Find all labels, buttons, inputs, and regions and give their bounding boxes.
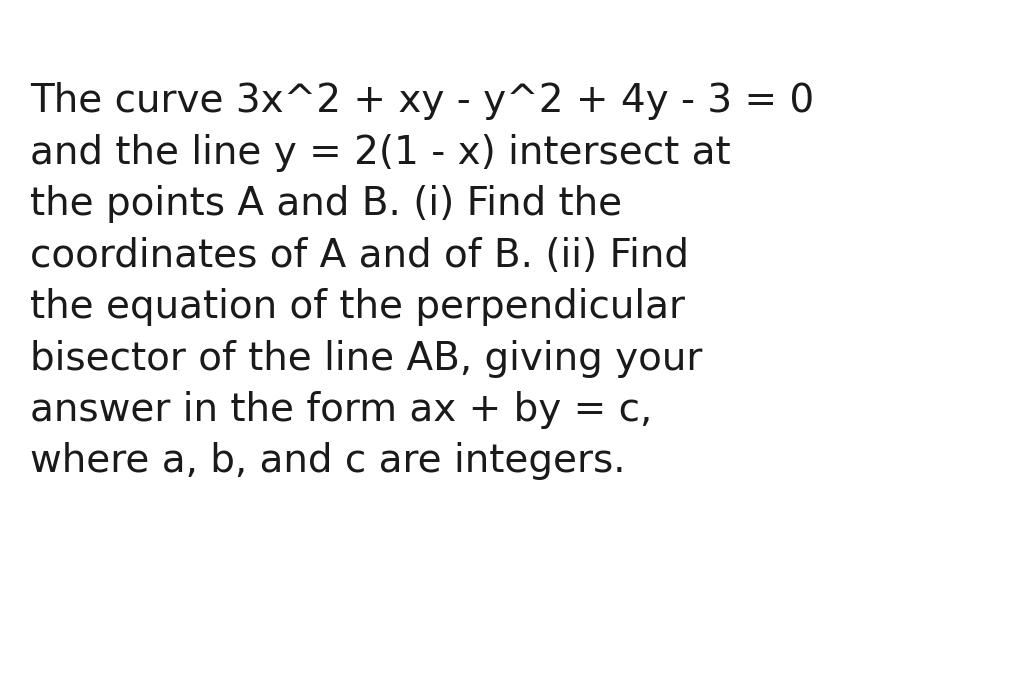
Text: The curve 3x^2 + xy - y^2 + 4y - 3 = 0
and the line y = 2(1 - x) intersect at
th: The curve 3x^2 + xy - y^2 + 4y - 3 = 0 a… [30,82,814,481]
